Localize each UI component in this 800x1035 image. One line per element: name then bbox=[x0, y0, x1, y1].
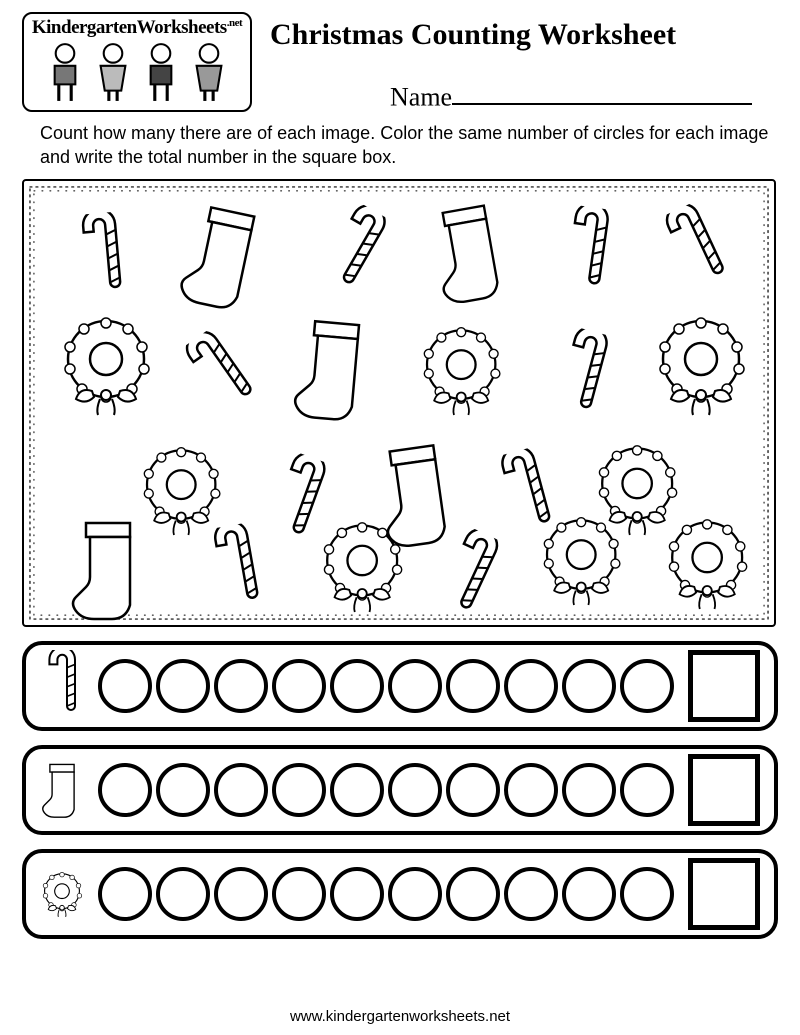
count-circle[interactable] bbox=[330, 763, 384, 817]
circle-track bbox=[98, 763, 674, 817]
answer-box[interactable] bbox=[688, 650, 760, 722]
instructions-text: Count how many there are of each image. … bbox=[22, 122, 778, 169]
kid-icon bbox=[188, 41, 230, 103]
count-circle[interactable] bbox=[214, 763, 268, 817]
count-circle[interactable] bbox=[620, 659, 674, 713]
count-circle[interactable] bbox=[620, 867, 674, 921]
candy-cane-icon bbox=[557, 204, 617, 300]
count-circle[interactable] bbox=[620, 763, 674, 817]
counting-picture-box bbox=[22, 179, 776, 627]
candy-cane-icon bbox=[547, 325, 617, 424]
count-circle[interactable] bbox=[156, 763, 210, 817]
candy-cane-icon bbox=[177, 325, 268, 426]
count-circle[interactable] bbox=[272, 659, 326, 713]
answer-row-stocking bbox=[22, 745, 778, 835]
candy-cane-icon bbox=[40, 650, 84, 722]
answer-row-wreath bbox=[22, 849, 778, 939]
name-field[interactable]: Name bbox=[270, 82, 778, 112]
count-circle[interactable] bbox=[214, 659, 268, 713]
count-circle[interactable] bbox=[446, 867, 500, 921]
site-logo: KindergartenWorksheets.net bbox=[22, 12, 252, 112]
answer-row-candy-cane bbox=[22, 641, 778, 731]
answer-rows bbox=[22, 641, 778, 939]
wreath-icon bbox=[418, 325, 504, 417]
wreath-icon bbox=[138, 445, 224, 537]
name-label: Name bbox=[390, 82, 452, 111]
count-circle[interactable] bbox=[214, 867, 268, 921]
count-circle[interactable] bbox=[562, 763, 616, 817]
count-circle[interactable] bbox=[388, 763, 442, 817]
count-circle[interactable] bbox=[98, 763, 152, 817]
worksheet-title: Christmas Counting Worksheet bbox=[270, 18, 778, 52]
wreath-icon bbox=[538, 515, 624, 607]
candy-cane-icon bbox=[74, 211, 130, 305]
stocking-icon bbox=[288, 312, 377, 429]
count-circle[interactable] bbox=[562, 867, 616, 921]
count-circle[interactable] bbox=[446, 763, 500, 817]
count-circle[interactable] bbox=[156, 659, 210, 713]
count-circle[interactable] bbox=[504, 867, 558, 921]
kid-icon bbox=[140, 41, 182, 103]
logo-kids-row bbox=[44, 41, 230, 103]
answer-box[interactable] bbox=[688, 754, 760, 826]
wreath-icon bbox=[653, 315, 749, 417]
count-circle[interactable] bbox=[156, 867, 210, 921]
count-circle[interactable] bbox=[504, 763, 558, 817]
count-circle[interactable] bbox=[98, 867, 152, 921]
count-circle[interactable] bbox=[98, 659, 152, 713]
count-circle[interactable] bbox=[272, 763, 326, 817]
answer-box[interactable] bbox=[688, 858, 760, 930]
count-circle[interactable] bbox=[388, 867, 442, 921]
site-logo-text: KindergartenWorksheets.net bbox=[32, 18, 242, 37]
count-circle[interactable] bbox=[562, 659, 616, 713]
count-circle[interactable] bbox=[504, 659, 558, 713]
stocking-icon bbox=[425, 195, 518, 311]
count-circle[interactable] bbox=[330, 659, 384, 713]
stocking-icon bbox=[40, 754, 84, 826]
wreath-icon bbox=[58, 315, 154, 417]
footer-url: www.kindergartenworksheets.net bbox=[0, 1008, 800, 1025]
candy-cane-icon bbox=[309, 199, 396, 301]
stocking-icon bbox=[68, 515, 148, 625]
kid-icon bbox=[92, 41, 134, 103]
name-blank-line[interactable] bbox=[452, 82, 752, 105]
circle-track bbox=[98, 659, 674, 713]
candy-cane-icon bbox=[656, 199, 738, 301]
count-circle[interactable] bbox=[272, 867, 326, 921]
wreath-icon bbox=[318, 520, 406, 614]
wreath-icon bbox=[663, 517, 751, 611]
count-circle[interactable] bbox=[388, 659, 442, 713]
count-circle[interactable] bbox=[446, 659, 500, 713]
count-circle[interactable] bbox=[330, 867, 384, 921]
circle-track bbox=[98, 867, 674, 921]
candy-cane-icon bbox=[206, 522, 269, 619]
stocking-icon bbox=[172, 196, 273, 320]
kid-icon bbox=[44, 41, 86, 103]
wreath-icon bbox=[40, 858, 84, 930]
